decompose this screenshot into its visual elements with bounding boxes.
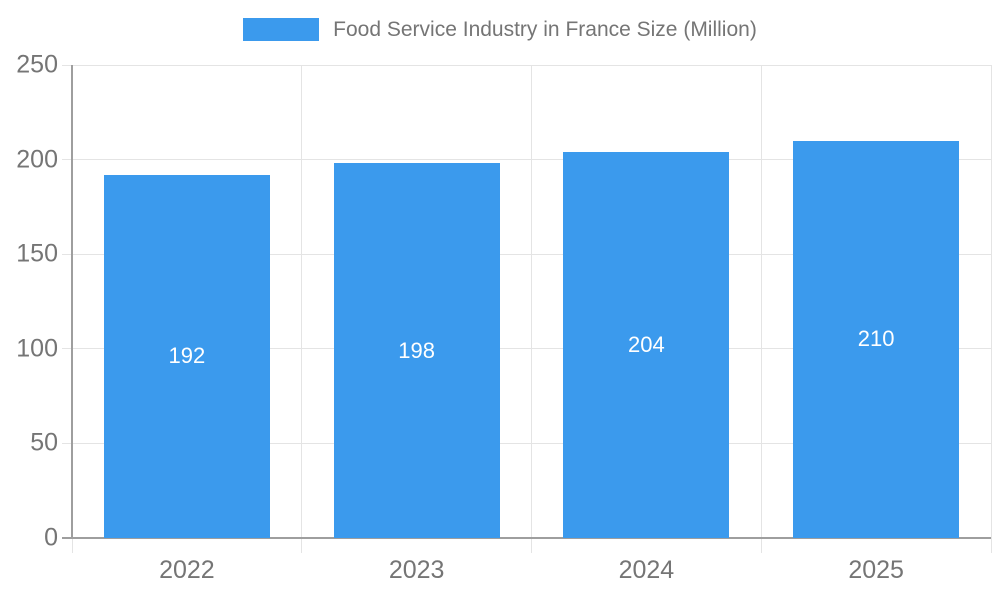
x-tick-mark: [531, 538, 532, 553]
y-tick-label: 150: [16, 239, 58, 268]
x-gridline: [990, 65, 992, 538]
chart-legend[interactable]: Food Service Industry in France Size (Mi…: [0, 18, 1000, 41]
bar-value-label: 198: [398, 337, 435, 363]
x-tick-mark: [990, 538, 992, 553]
y-tick-label: 250: [16, 50, 58, 79]
bar[interactable]: [103, 174, 270, 538]
x-axis-line: [62, 537, 991, 539]
y-axis-line: [71, 65, 73, 538]
bar-value-label: 192: [168, 343, 206, 369]
y-tick-label: 100: [16, 334, 58, 363]
x-tick-mark: [71, 538, 73, 553]
y-tick-mark: [62, 348, 72, 350]
y-tick-label: 0: [44, 523, 58, 552]
y-tick-mark: [62, 253, 72, 255]
x-tick-label: 2022: [159, 556, 215, 584]
y-tick-mark: [62, 442, 72, 444]
y-tick-label: 50: [30, 428, 58, 457]
x-gridline: [531, 65, 532, 538]
bar-value-label: 204: [628, 332, 665, 358]
y-tick-mark: [62, 64, 72, 66]
x-gridline: [760, 65, 762, 538]
x-tick-label: 2025: [848, 556, 904, 584]
y-tick-label: 200: [16, 145, 58, 174]
chart-title: Food Service Industry in France Size (Mi…: [333, 18, 757, 41]
x-tick-label: 2023: [388, 556, 445, 584]
x-gridline: [301, 65, 303, 538]
bar[interactable]: [793, 140, 960, 538]
legend-swatch: [243, 18, 320, 41]
bar[interactable]: [563, 152, 730, 538]
y-tick-mark: [62, 159, 72, 161]
x-tick-label: 2024: [618, 556, 675, 584]
bar[interactable]: [333, 163, 500, 538]
x-tick-mark: [760, 538, 762, 553]
bar-value-label: 210: [857, 326, 895, 352]
x-tick-mark: [301, 538, 303, 553]
